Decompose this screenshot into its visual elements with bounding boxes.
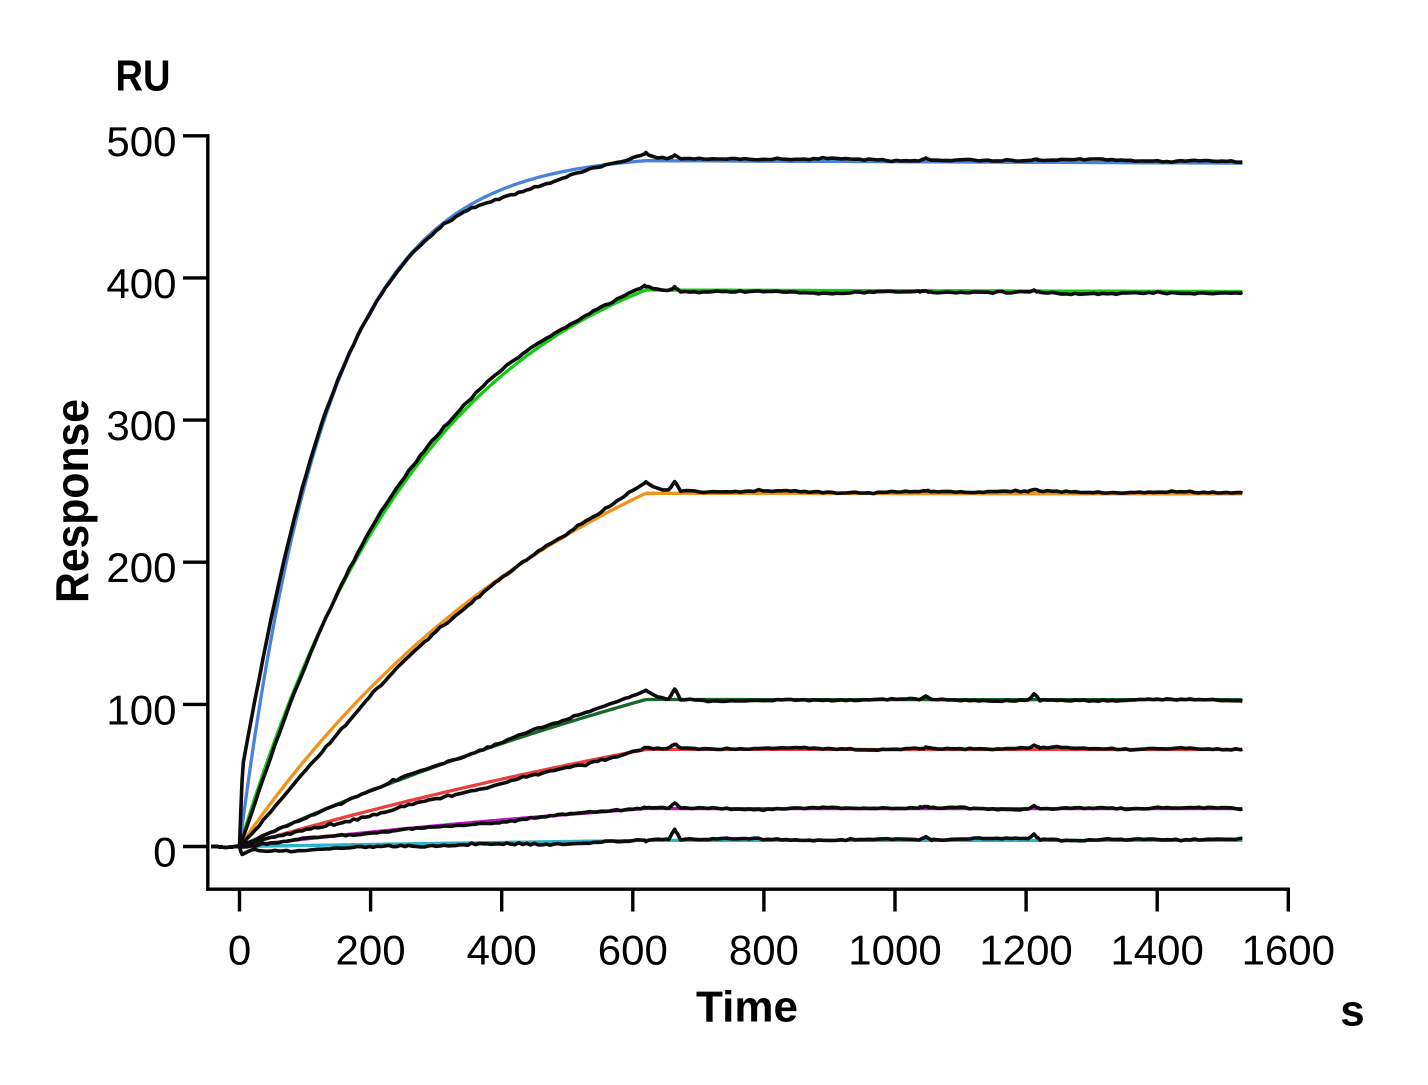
svg-text:0: 0 [228,927,251,974]
svg-text:100: 100 [106,686,176,733]
svg-text:Time: Time [696,983,798,1032]
svg-text:1400: 1400 [1110,927,1203,974]
svg-text:300: 300 [106,402,176,449]
svg-text:1600: 1600 [1242,927,1335,974]
svg-text:600: 600 [598,927,668,974]
svg-text:RU: RU [116,52,171,101]
svg-text:1000: 1000 [848,927,941,974]
svg-text:500: 500 [106,118,176,165]
svg-text:200: 200 [336,927,406,974]
svg-text:Response: Response [46,399,98,603]
svg-text:400: 400 [467,927,537,974]
svg-text:1200: 1200 [979,927,1072,974]
svg-text:400: 400 [106,260,176,307]
svg-text:0: 0 [153,829,176,876]
svg-text:800: 800 [729,927,799,974]
svg-text:s: s [1340,987,1364,1036]
svg-text:200: 200 [106,544,176,591]
